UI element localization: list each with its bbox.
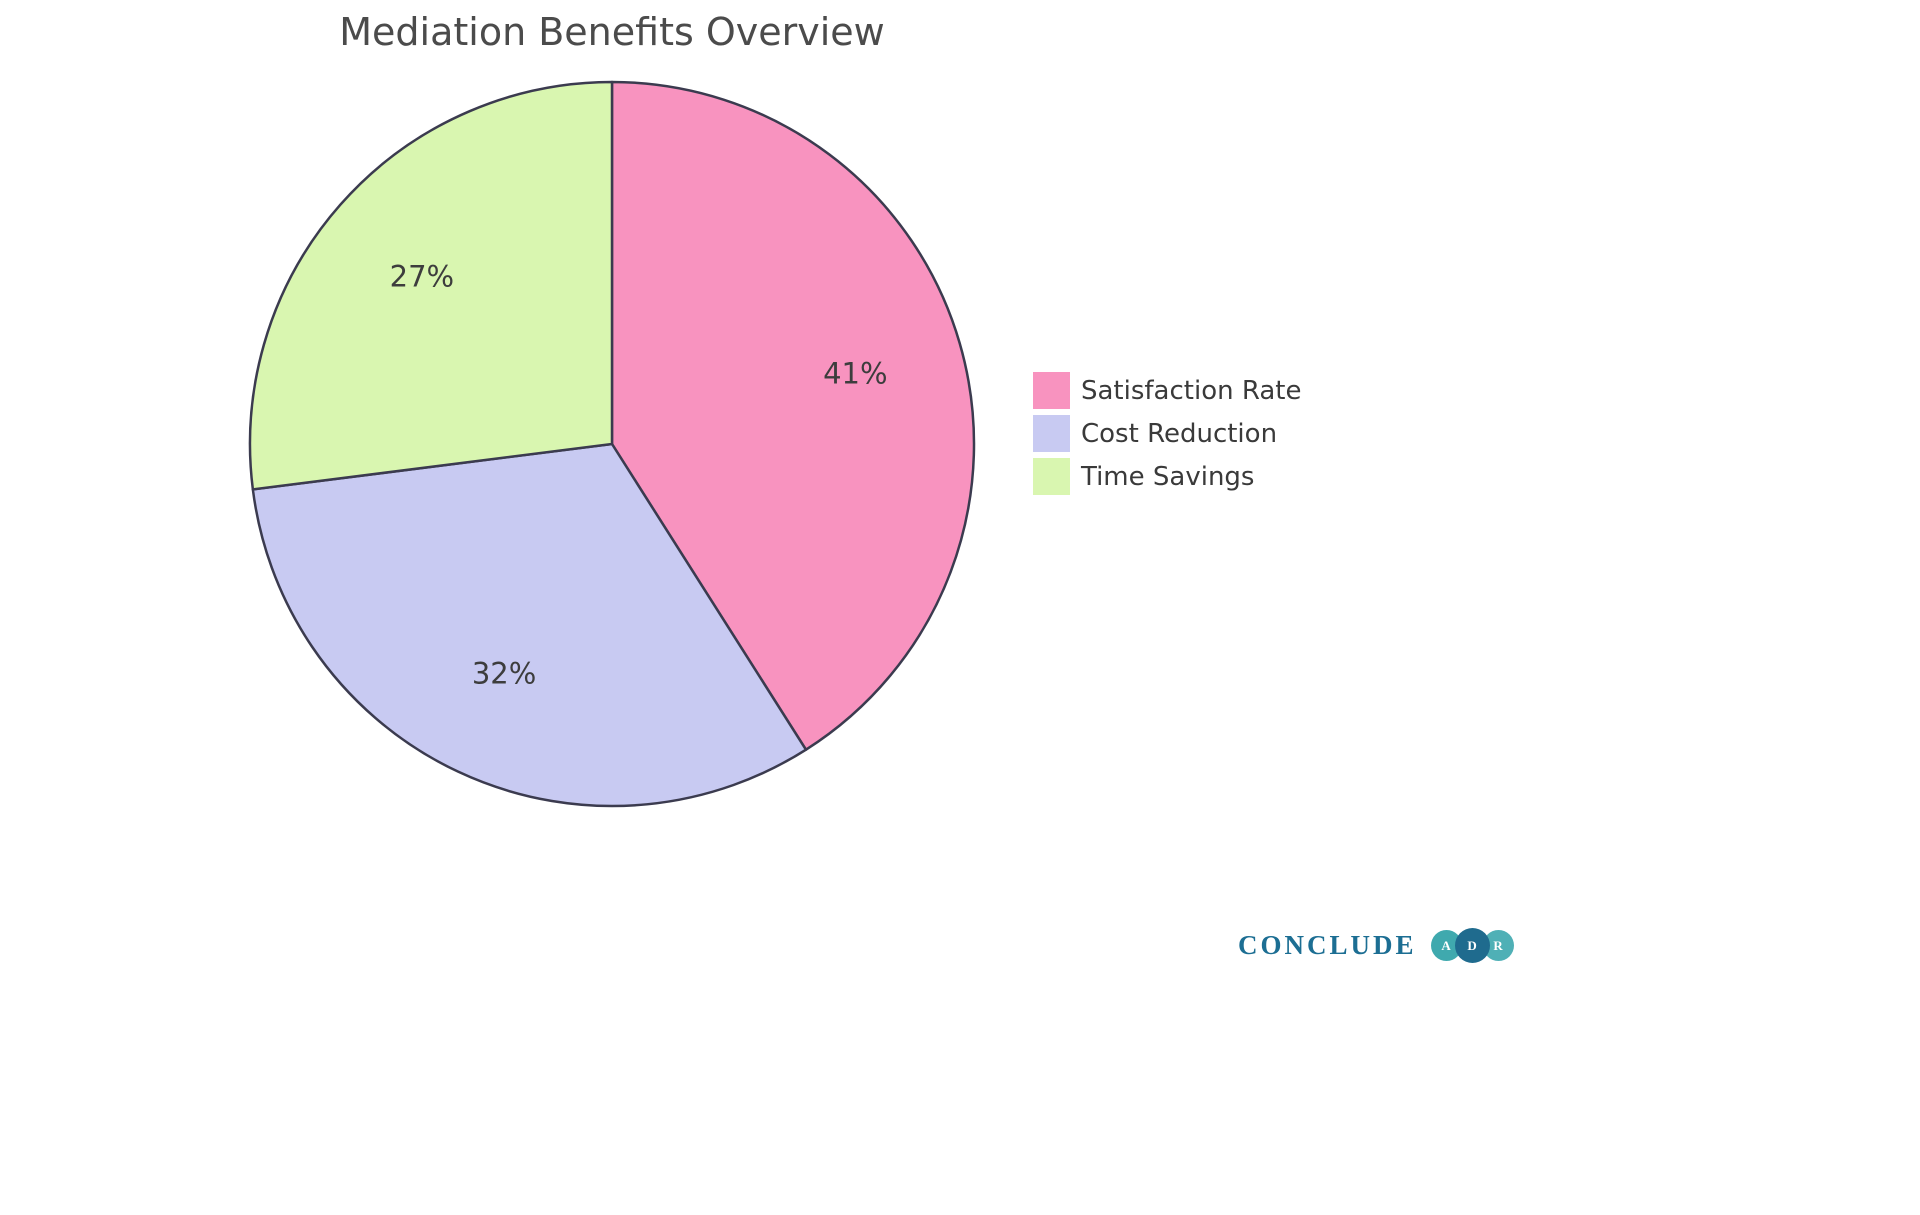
legend-label: Cost Reduction [1081,418,1278,449]
pie-slice-label: 32% [472,656,536,690]
legend-swatch-cost-reduction [1033,415,1070,452]
pie-slice-label: 41% [823,356,887,390]
brand-wordmark: CONCLUDE [1238,930,1417,960]
legend-item-cost-reduction: Cost Reduction [1033,415,1301,452]
badge-d-icon: D [1454,928,1490,963]
legend-label: Satisfaction Rate [1081,375,1302,406]
legend-item-satisfaction-rate: Satisfaction Rate [1033,372,1301,409]
brand-badges: A D R [1430,928,1514,963]
brand-logo: CONCLUDE A D R [1238,928,1514,963]
legend-swatch-satisfaction-rate [1033,372,1070,409]
legend-item-time-savings: Time Savings [1033,458,1301,495]
pie-slice-cost-reduction[interactable] [251,442,808,808]
pie-slice-label: 27% [390,259,454,293]
legend-swatch-time-savings [1033,458,1070,495]
legend: Satisfaction Rate Cost Reduction Time Sa… [1033,372,1301,495]
pie-slice-time-savings[interactable] [248,80,614,491]
pie-slice-satisfaction-rate[interactable] [610,80,976,751]
chart-title: Mediation Benefits Overview [339,10,885,54]
legend-label: Time Savings [1081,461,1255,492]
